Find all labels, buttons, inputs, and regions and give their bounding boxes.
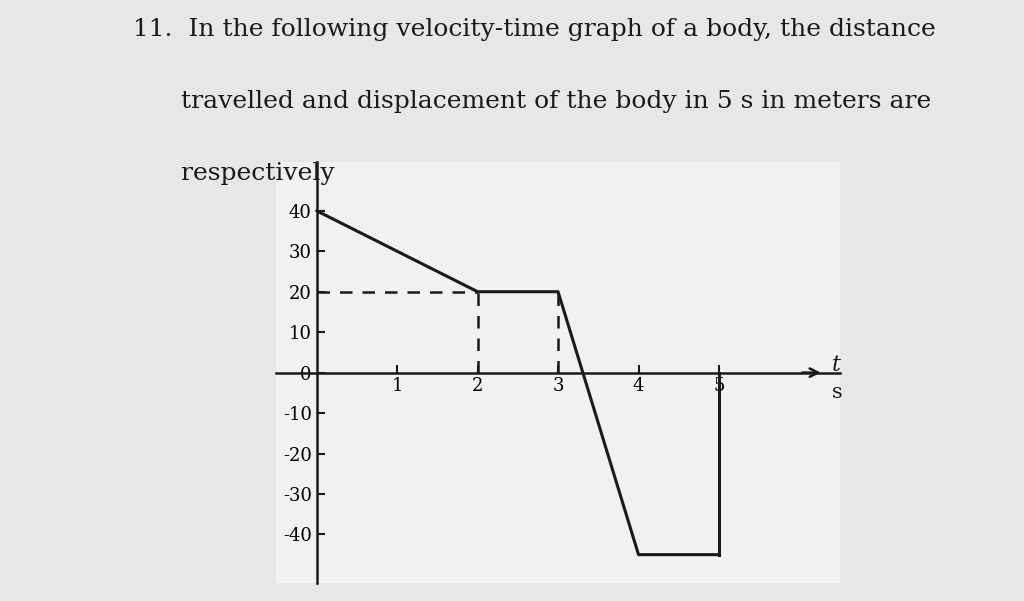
Text: 11.  In the following velocity-time graph of a body, the distance: 11. In the following velocity-time graph… — [133, 18, 936, 41]
Text: t: t — [831, 353, 841, 376]
Text: travelled and displacement of the body in 5 s in meters are: travelled and displacement of the body i… — [133, 90, 932, 113]
Text: s: s — [831, 383, 843, 402]
Text: respectively: respectively — [133, 162, 335, 185]
